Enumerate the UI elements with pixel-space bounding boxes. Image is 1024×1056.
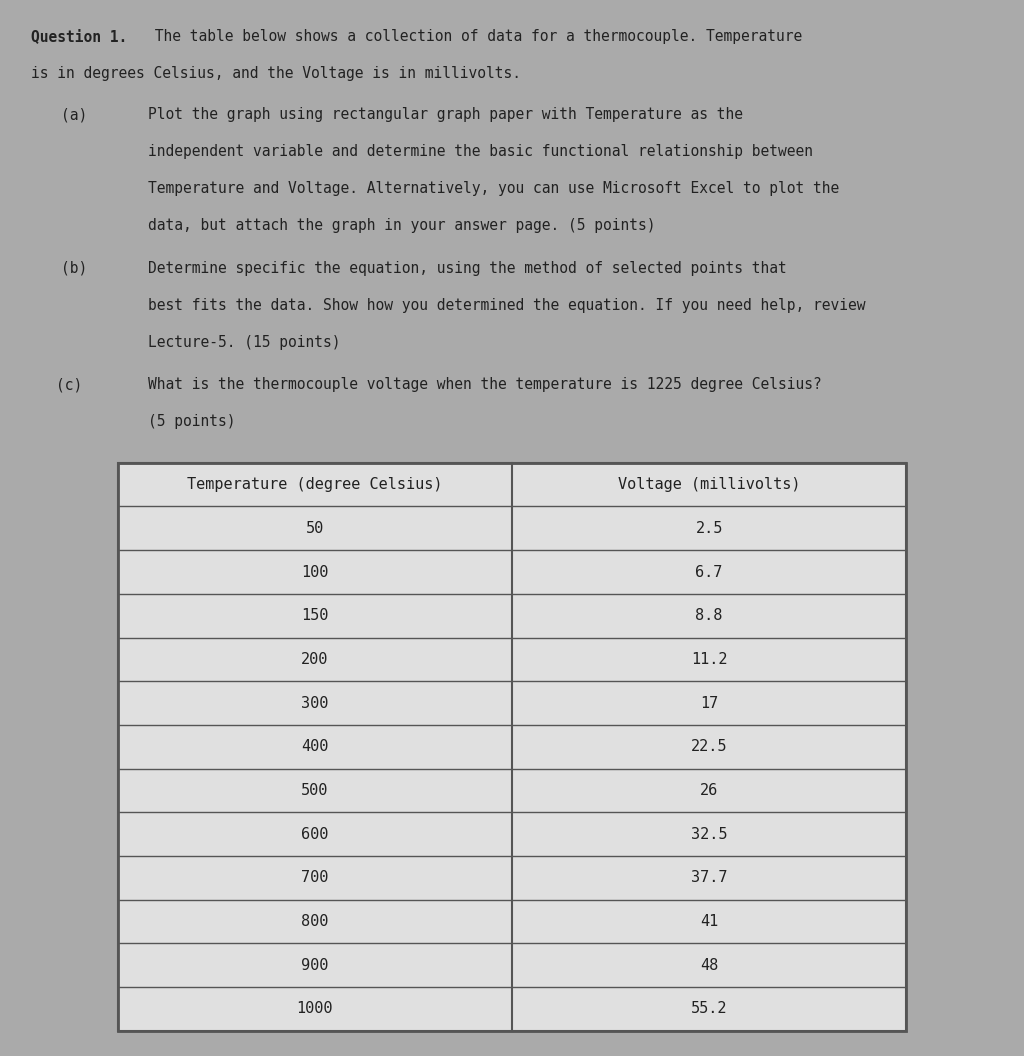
Text: Plot the graph using rectangular graph paper with Temperature as the: Plot the graph using rectangular graph p… [148,108,743,122]
Text: 8.8: 8.8 [695,608,723,623]
Text: 800: 800 [301,914,329,929]
Text: 400: 400 [301,739,329,754]
Text: (b): (b) [61,261,88,276]
Text: 900: 900 [301,958,329,973]
Text: 700: 700 [301,870,329,885]
Text: Determine specific the equation, using the method of selected points that: Determine specific the equation, using t… [148,261,787,276]
Text: Voltage (millivolts): Voltage (millivolts) [617,477,801,492]
Text: 17: 17 [700,696,718,711]
Text: 600: 600 [301,827,329,842]
Text: data, but attach the graph in your answer page. (5 points): data, but attach the graph in your answe… [148,219,656,233]
Text: (c): (c) [56,377,83,393]
Text: (a): (a) [61,108,88,122]
Text: Temperature (degree Celsius): Temperature (degree Celsius) [187,477,442,492]
Bar [118,463,906,1031]
Text: 55.2: 55.2 [691,1001,727,1017]
Text: 500: 500 [301,782,329,798]
Text: 26: 26 [700,782,718,798]
Text: (5 points): (5 points) [148,415,236,430]
Text: Temperature and Voltage. Alternatively, you can use Microsoft Excel to plot the: Temperature and Voltage. Alternatively, … [148,182,840,196]
Text: 50: 50 [306,521,324,535]
Text: 1000: 1000 [297,1001,333,1017]
Text: The table below shows a collection of data for a thermocouple. Temperature: The table below shows a collection of da… [146,30,803,44]
Text: independent variable and determine the basic functional relationship between: independent variable and determine the b… [148,145,813,159]
Text: 300: 300 [301,696,329,711]
Text: 37.7: 37.7 [691,870,727,885]
Text: 41: 41 [700,914,718,929]
Text: 11.2: 11.2 [691,652,727,667]
Text: Lecture-5. (15 points): Lecture-5. (15 points) [148,335,341,350]
Text: 150: 150 [301,608,329,623]
Text: best fits the data. Show how you determined the equation. If you need help, revi: best fits the data. Show how you determi… [148,298,866,313]
Text: is in degrees Celsius, and the Voltage is in millivolts.: is in degrees Celsius, and the Voltage i… [31,67,521,81]
Text: 6.7: 6.7 [695,565,723,580]
Bar [118,463,906,1031]
Text: 32.5: 32.5 [691,827,727,842]
Text: 48: 48 [700,958,718,973]
Text: 22.5: 22.5 [691,739,727,754]
Text: 2.5: 2.5 [695,521,723,535]
Text: Question 1.: Question 1. [31,30,127,44]
Text: What is the thermocouple voltage when the temperature is 1225 degree Celsius?: What is the thermocouple voltage when th… [148,377,822,393]
Text: 200: 200 [301,652,329,667]
Text: 100: 100 [301,565,329,580]
